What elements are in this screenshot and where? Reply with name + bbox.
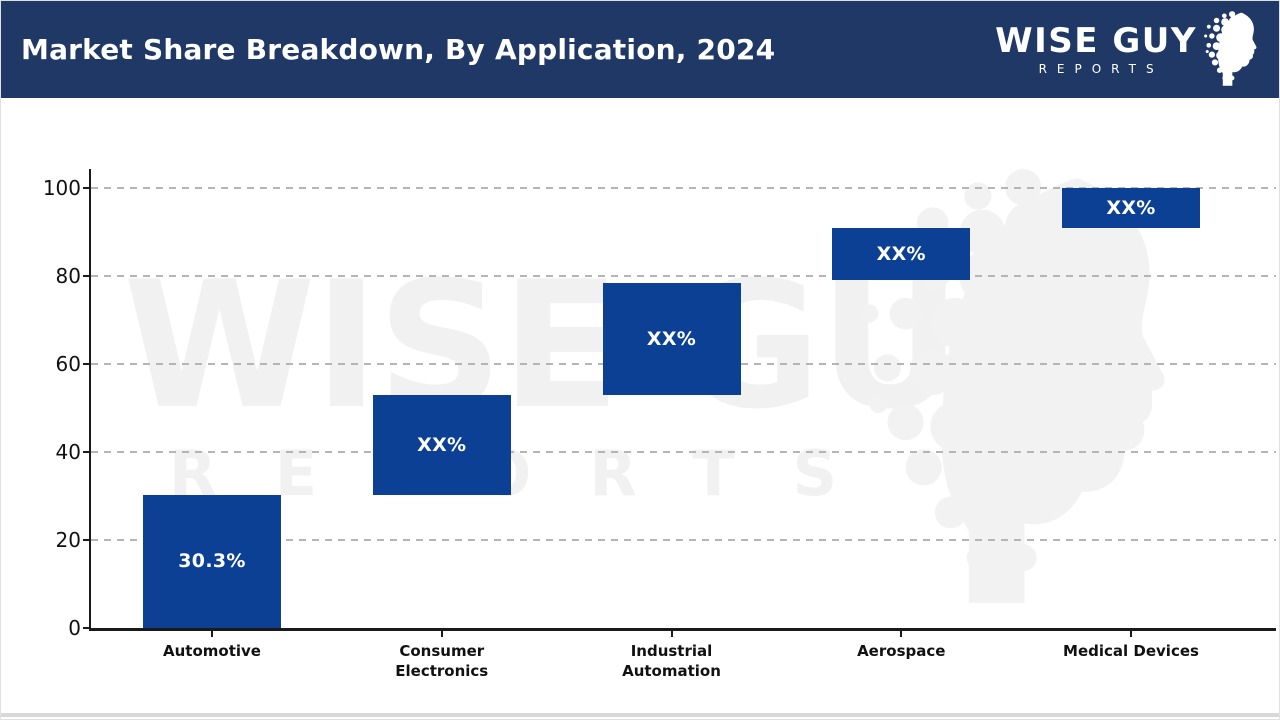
wise-guy-logo: WISE GUY REPORTS [995,11,1257,89]
bar-value-label-aerospace: XX% [876,242,926,265]
bar-value-label-consumer-electronics: XX% [417,433,467,456]
bar-consumer-electronics: XX% [372,394,511,495]
bar-industrial-automation: XX% [602,282,741,395]
y-tick-label-0: 0 [68,616,81,640]
bar-value-label-medical-devices: XX% [1106,196,1156,219]
x-axis-spine [89,628,1276,631]
bar-value-label-automotive: 30.3% [178,550,246,573]
y-tick-label-100: 100 [42,176,81,200]
bar-medical-devices: XX% [1062,188,1200,228]
y-tick-label-40: 40 [55,440,81,464]
y-tick-mark-80 [83,275,90,277]
x-tick-mark-aerospace [900,631,903,637]
y-tick-label-80: 80 [55,264,81,288]
logo-line2: REPORTS [1038,61,1164,76]
x-tick-mark-medical-devices [1130,631,1132,637]
x-tick-mark-consumer-electronics [440,631,443,637]
logo-wordmark: WISE GUY REPORTS [995,24,1197,76]
grid-line-20 [91,539,1276,541]
grid-line-100 [91,187,1276,189]
y-tick-label-60: 60 [55,352,81,376]
y-tick-label-20: 20 [55,528,81,552]
bottom-divider [1,713,1279,717]
x-tick-mark-automotive [211,631,213,637]
y-tick-mark-100 [83,187,90,189]
x-axis-label-medical-devices: Medical Devices [1063,642,1199,660]
y-axis-spine [89,169,91,631]
x-axis-label-automotive: Automotive [163,642,261,660]
y-tick-mark-20 [83,539,90,541]
bar-value-label-industrial-automation: XX% [646,327,697,350]
x-tick-mark-industrial-automation [670,631,673,637]
chart-title: Market Share Breakdown, By Application, … [21,33,776,66]
y-tick-mark-40 [83,451,90,453]
grid-line-40 [91,451,1276,453]
y-tick-mark-60 [83,363,90,365]
x-axis-label-aerospace: Aerospace [857,642,946,660]
logo-line1: WISE GUY [995,20,1197,61]
bar-automotive: 30.3% [143,494,281,628]
y-tick-mark-0 [83,627,90,629]
x-axis-label-industrial-automation: Industrial Automation [622,642,721,680]
grid-line-80 [91,275,1276,277]
x-axis-label-consumer-electronics: Consumer Electronics [395,642,489,680]
header: Market Share Breakdown, By Application, … [1,1,1279,98]
bar-aerospace: XX% [832,227,971,281]
